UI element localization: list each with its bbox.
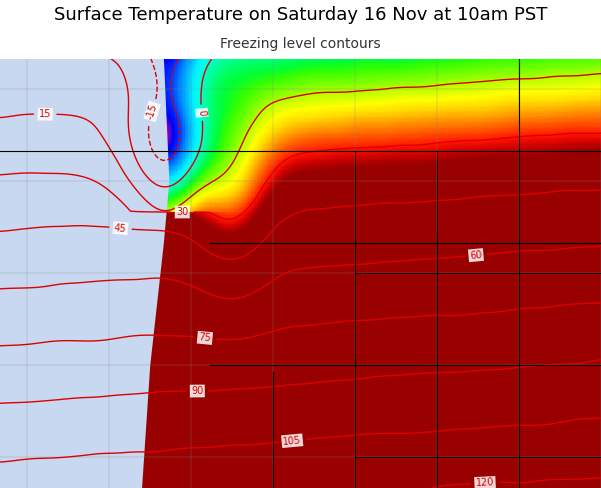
Bar bbox=[355, 151, 437, 243]
Bar bbox=[437, 273, 519, 366]
Bar bbox=[437, 366, 519, 457]
Text: 15: 15 bbox=[39, 109, 52, 119]
Text: 30: 30 bbox=[176, 207, 188, 217]
Text: 45: 45 bbox=[114, 223, 127, 234]
Polygon shape bbox=[0, 59, 169, 488]
Bar bbox=[355, 366, 437, 457]
Bar bbox=[519, 366, 601, 457]
Text: 60: 60 bbox=[469, 249, 483, 261]
Text: 75: 75 bbox=[198, 332, 212, 344]
Text: 105: 105 bbox=[282, 435, 302, 447]
Bar bbox=[519, 273, 601, 366]
Text: 90: 90 bbox=[191, 386, 204, 396]
Text: 0: 0 bbox=[197, 109, 207, 116]
Bar bbox=[437, 151, 519, 243]
Text: -15: -15 bbox=[145, 102, 159, 121]
Text: Freezing level contours: Freezing level contours bbox=[220, 37, 381, 51]
Text: 120: 120 bbox=[475, 477, 495, 488]
Bar bbox=[355, 273, 437, 366]
Text: Surface Temperature on Saturday 16 Nov at 10am PST: Surface Temperature on Saturday 16 Nov a… bbox=[54, 6, 547, 23]
Bar bbox=[519, 151, 601, 243]
